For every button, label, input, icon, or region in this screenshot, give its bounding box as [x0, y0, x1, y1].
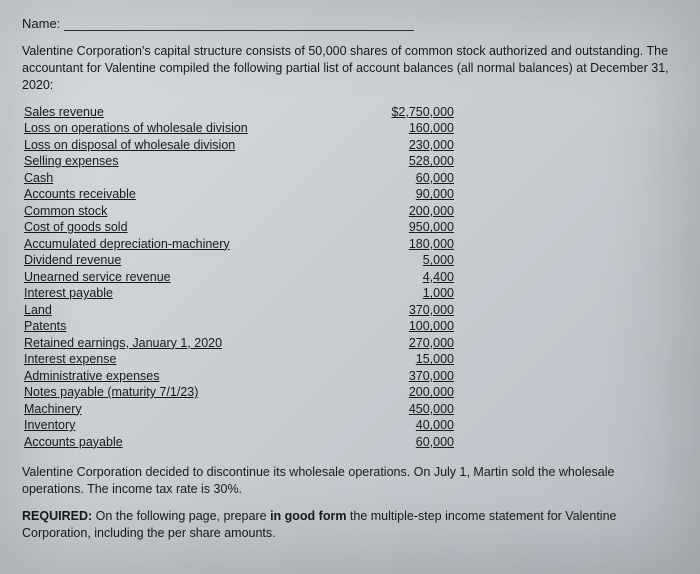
name-label: Name:	[22, 16, 60, 31]
account-label: Loss on operations of wholesale division	[24, 120, 248, 137]
intro-paragraph: Valentine Corporation's capital structur…	[22, 43, 678, 94]
account-value: 370,000	[374, 368, 454, 385]
discontinue-paragraph: Valentine Corporation decided to discont…	[22, 464, 678, 498]
accounts-list: Sales revenue$2,750,000Loss on operation…	[24, 104, 678, 451]
required-paragraph: REQUIRED: On the following page, prepare…	[22, 508, 678, 542]
account-label: Sales revenue	[24, 104, 104, 121]
account-value: 100,000	[374, 318, 454, 335]
account-value: 4,400	[374, 269, 454, 286]
account-label: Interest payable	[24, 285, 113, 302]
account-row: Accounts receivable 90,000	[24, 186, 678, 203]
account-label: Notes payable (maturity 7/1/23)	[24, 384, 198, 401]
account-value: 450,000	[374, 401, 454, 418]
account-row: Accumulated depreciation-machinery 180,00…	[24, 236, 678, 253]
account-value: 180,000	[374, 236, 454, 253]
account-label: Interest expense	[24, 351, 116, 368]
name-underline	[64, 30, 414, 31]
account-label: Retained earnings, January 1, 2020	[24, 335, 222, 352]
account-row: Interest payable 1,000	[24, 285, 678, 302]
account-row: Sales revenue $2,750,000	[24, 104, 678, 121]
name-field: Name:	[22, 16, 678, 31]
account-label: Land	[24, 302, 52, 319]
account-label: Unearned service revenue	[24, 269, 171, 286]
account-value: 370,000	[374, 302, 454, 319]
account-label: Loss on disposal of wholesale division	[24, 137, 235, 154]
account-value: 160,000	[374, 120, 454, 137]
account-label: Patents	[24, 318, 66, 335]
account-row: Machinery 450,000	[24, 401, 678, 418]
account-row: Land 370,000	[24, 302, 678, 319]
account-label: Dividend revenue	[24, 252, 121, 269]
account-row: Loss on operations of wholesale division…	[24, 120, 678, 137]
account-row: Cash 60,000	[24, 170, 678, 187]
account-value: 60,000	[374, 434, 454, 451]
account-label: Machinery	[24, 401, 82, 418]
account-value: 90,000	[374, 186, 454, 203]
account-label: Accounts receivable	[24, 186, 136, 203]
account-value: $2,750,000	[374, 104, 454, 121]
account-row: Patents 100,000	[24, 318, 678, 335]
account-row: Interest expense 15,000	[24, 351, 678, 368]
account-row: Dividend revenue 5,000	[24, 252, 678, 269]
account-label: Cash	[24, 170, 53, 187]
account-label: Inventory	[24, 417, 75, 434]
account-label: Selling expenses	[24, 153, 119, 170]
account-row: Inventory 40,000	[24, 417, 678, 434]
account-value: 950,000	[374, 219, 454, 236]
required-text: On the following page, prepare in good f…	[22, 509, 616, 540]
account-value: 528,000	[374, 153, 454, 170]
account-row: Accounts payable 60,000	[24, 434, 678, 451]
account-value: 40,000	[374, 417, 454, 434]
account-label: Common stock	[24, 203, 107, 220]
account-value: 15,000	[374, 351, 454, 368]
account-row: Unearned service revenue 4,400	[24, 269, 678, 286]
account-label: Administrative expenses	[24, 368, 159, 385]
account-value: 270,000	[374, 335, 454, 352]
account-row: Loss on disposal of wholesale division 23…	[24, 137, 678, 154]
account-value: 230,000	[374, 137, 454, 154]
account-row: Retained earnings, January 1, 2020 270,00…	[24, 335, 678, 352]
account-row: Cost of goods sold 950,000	[24, 219, 678, 236]
account-label: Accounts payable	[24, 434, 123, 451]
account-label: Accumulated depreciation-machinery	[24, 236, 230, 253]
required-label: REQUIRED:	[22, 509, 92, 523]
account-value: 5,000	[374, 252, 454, 269]
account-value: 200,000	[374, 203, 454, 220]
account-row: Common stock 200,000	[24, 203, 678, 220]
account-value: 60,000	[374, 170, 454, 187]
account-row: Selling expenses 528,000	[24, 153, 678, 170]
account-value: 1,000	[374, 285, 454, 302]
account-row: Administrative expenses 370,000	[24, 368, 678, 385]
account-row: Notes payable (maturity 7/1/23) 200,000	[24, 384, 678, 401]
account-value: 200,000	[374, 384, 454, 401]
account-label: Cost of goods sold	[24, 219, 128, 236]
